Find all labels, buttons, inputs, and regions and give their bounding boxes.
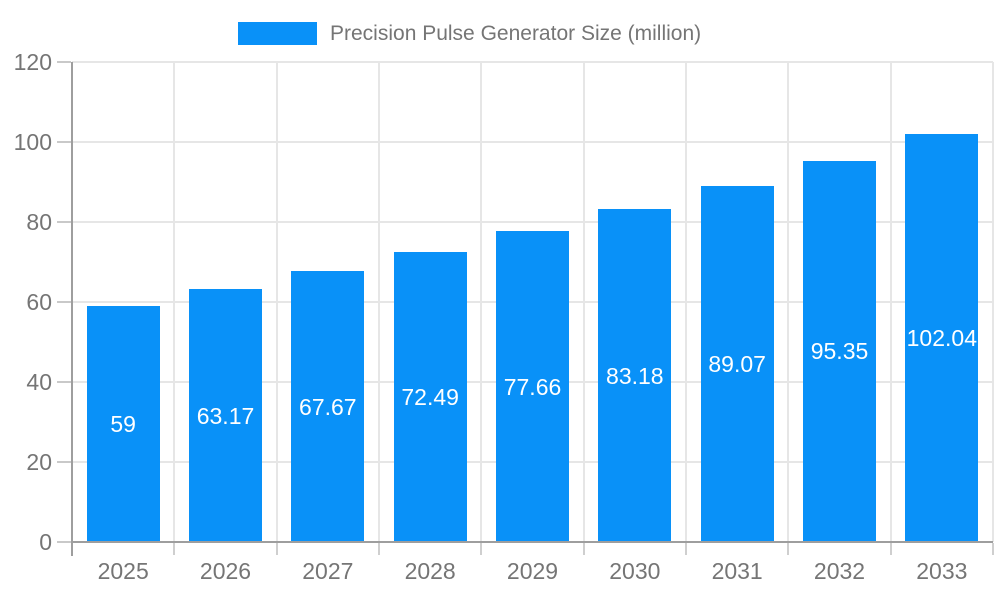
y-gridline — [72, 141, 993, 143]
x-tick-mark — [582, 543, 585, 555]
bar-2025[interactable] — [86, 306, 160, 542]
x-tick-mark — [787, 543, 790, 555]
bar-value-label: 89.07 — [708, 350, 766, 377]
y-axis-tick-label: 40 — [26, 369, 52, 395]
y-axis-tick-label: 80 — [26, 209, 52, 235]
y-tick-mark — [57, 61, 71, 63]
bar-2030[interactable] — [598, 209, 672, 542]
y-gridline — [72, 61, 993, 63]
bar-2028[interactable] — [393, 252, 467, 542]
x-axis-tick-label: 2025 — [97, 558, 149, 584]
y-axis-tick-label: 120 — [13, 49, 52, 75]
x-gridline — [173, 62, 176, 542]
x-tick-mark — [378, 543, 380, 555]
x-axis-tick-label: 2030 — [609, 558, 661, 584]
y-tick-mark — [57, 221, 71, 223]
x-gridline — [685, 62, 687, 542]
x-gridline — [582, 62, 585, 542]
bar-2026[interactable] — [189, 289, 262, 542]
x-tick-mark — [992, 543, 994, 555]
y-axis-tick-label: 60 — [26, 289, 52, 315]
bar-value-label: 72.49 — [401, 384, 459, 411]
y-tick-mark — [57, 381, 71, 383]
x-gridline — [275, 62, 278, 542]
x-tick-mark — [685, 543, 687, 555]
y-tick-mark — [57, 301, 71, 303]
x-gridline — [378, 62, 380, 542]
x-tick-mark — [275, 543, 278, 555]
x-axis-tick-label: 2032 — [813, 558, 866, 584]
y-axis-line — [71, 62, 73, 556]
bar-2032[interactable] — [803, 160, 876, 542]
x-tick-mark — [480, 543, 483, 555]
bar-value-label: 63.17 — [196, 402, 255, 429]
x-gridline — [787, 62, 790, 542]
plot-area: 0 20 40 60 80 100 120 59 2025 63.17 2026 67.67 2027 7… — [14, 49, 994, 584]
x-axis-tick-label: 2028 — [404, 558, 456, 584]
x-axis-tick-label: 2029 — [506, 558, 559, 584]
y-axis-tick-label: 0 — [39, 529, 52, 555]
x-gridline — [889, 62, 892, 542]
x-axis-tick-label: 2031 — [711, 558, 763, 584]
bar-value-label: 83.18 — [606, 362, 664, 389]
x-gridline — [992, 62, 994, 542]
y-tick-mark — [57, 141, 71, 143]
y-tick-mark — [57, 541, 71, 543]
x-axis-tick-label: 2026 — [199, 558, 252, 584]
x-axis-tick-label: 2027 — [302, 558, 354, 584]
y-axis-tick-label: 20 — [26, 449, 52, 475]
y-gridline — [72, 221, 993, 223]
bar-value-label: 59 — [110, 411, 136, 437]
bar-value-label: 67.67 — [299, 393, 357, 420]
y-tick-mark — [57, 461, 71, 463]
x-gridline — [480, 62, 483, 542]
x-tick-mark — [889, 543, 892, 555]
bar-2033[interactable] — [905, 133, 979, 542]
bar-value-label: 102.04 — [906, 324, 977, 351]
bar-2029[interactable] — [496, 231, 569, 542]
bar-2027[interactable] — [291, 271, 365, 542]
x-axis-tick-label: 2033 — [916, 558, 968, 584]
x-tick-mark — [173, 543, 176, 555]
bar-2031[interactable] — [700, 185, 774, 542]
bar-value-label: 77.66 — [503, 373, 562, 400]
legend-label: Precision Pulse Generator Size (million) — [330, 22, 702, 45]
x-axis-line — [72, 541, 993, 543]
y-axis-tick-label: 100 — [13, 129, 52, 155]
bar-value-label: 95.35 — [810, 338, 869, 365]
legend-swatch-icon — [238, 22, 317, 45]
